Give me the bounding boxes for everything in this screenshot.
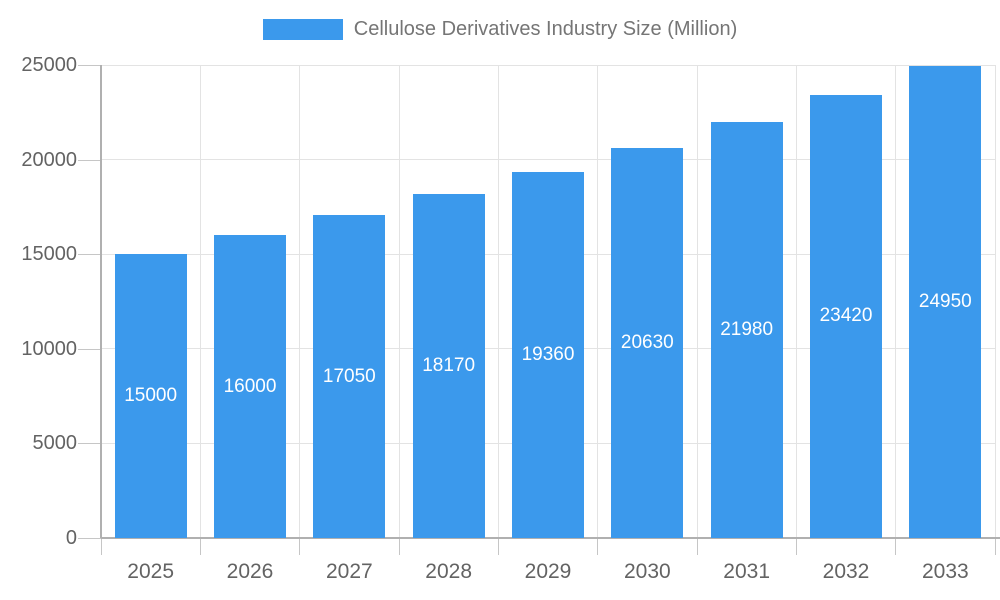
bar: 21980 [710, 122, 783, 538]
x-tick [994, 539, 996, 555]
y-tick [78, 443, 101, 445]
y-gridline [101, 159, 995, 161]
bar-value-label: 19360 [521, 343, 575, 365]
bar: 16000 [214, 235, 286, 538]
x-gridline [994, 65, 996, 538]
y-tick-label: 0 [65, 527, 77, 549]
x-tick-label: 2033 [921, 560, 969, 583]
bar: 18170 [412, 194, 485, 538]
x-tick-label: 2030 [623, 560, 671, 583]
x-tick-label: 2029 [524, 560, 572, 583]
legend: Cellulose Derivatives Industry Size (Mil… [0, 17, 1000, 41]
x-gridline [795, 65, 797, 538]
x-gridline [299, 65, 301, 538]
y-tick [78, 159, 101, 161]
bar-value-label: 17050 [322, 365, 376, 387]
x-tick [696, 539, 698, 555]
bar-value-label: 16000 [223, 375, 277, 397]
y-axis-line [100, 65, 102, 538]
bar: 19360 [512, 171, 584, 538]
x-tick-label: 2031 [723, 560, 771, 583]
x-axis-line [101, 537, 1000, 539]
bar: 15000 [114, 254, 187, 538]
x-tick [299, 539, 301, 555]
x-gridline [199, 65, 201, 538]
x-tick [497, 539, 499, 555]
x-gridline [497, 65, 499, 538]
bar: 17050 [313, 215, 386, 538]
x-gridline [895, 65, 897, 538]
y-tick [78, 538, 101, 539]
x-tick [199, 539, 201, 555]
bar-value-label: 21980 [720, 319, 774, 341]
bar: 20630 [611, 147, 684, 538]
bar-value-label: 15000 [124, 385, 178, 407]
y-tick-label: 5000 [32, 432, 78, 455]
y-tick-label: 25000 [21, 54, 77, 76]
bar-value-label: 24950 [918, 290, 972, 312]
bar: 23420 [810, 94, 882, 538]
legend-label: Cellulose Derivatives Industry Size (Mil… [353, 18, 738, 40]
x-tick-label: 2025 [127, 560, 175, 583]
x-tick [100, 539, 102, 555]
y-tick-label: 15000 [21, 243, 77, 266]
y-tick-label: 20000 [21, 148, 77, 171]
x-tick [398, 539, 400, 555]
x-tick [795, 539, 797, 555]
y-gridline [101, 64, 995, 66]
x-tick-label: 2027 [325, 560, 373, 583]
plot-area: 15000 16000 17050 18170 19360 20630 21980 23420… [78, 64, 1000, 555]
x-gridline [398, 65, 400, 538]
bar-value-label: 18170 [422, 355, 476, 377]
bar: 24950 [909, 65, 982, 538]
x-gridline [597, 65, 599, 538]
bar-value-label: 23420 [819, 305, 873, 327]
y-tick-label: 10000 [21, 337, 77, 360]
x-tick [597, 539, 599, 555]
legend-swatch [262, 18, 343, 40]
y-tick [78, 65, 101, 66]
x-tick [895, 539, 897, 555]
x-tick-label: 2032 [822, 560, 870, 583]
bar-value-label: 20630 [620, 331, 674, 353]
x-gridline [696, 65, 698, 538]
y-tick [78, 348, 101, 350]
x-tick-label: 2026 [226, 560, 274, 583]
y-tick [78, 254, 101, 256]
x-tick-label: 2028 [425, 560, 473, 583]
